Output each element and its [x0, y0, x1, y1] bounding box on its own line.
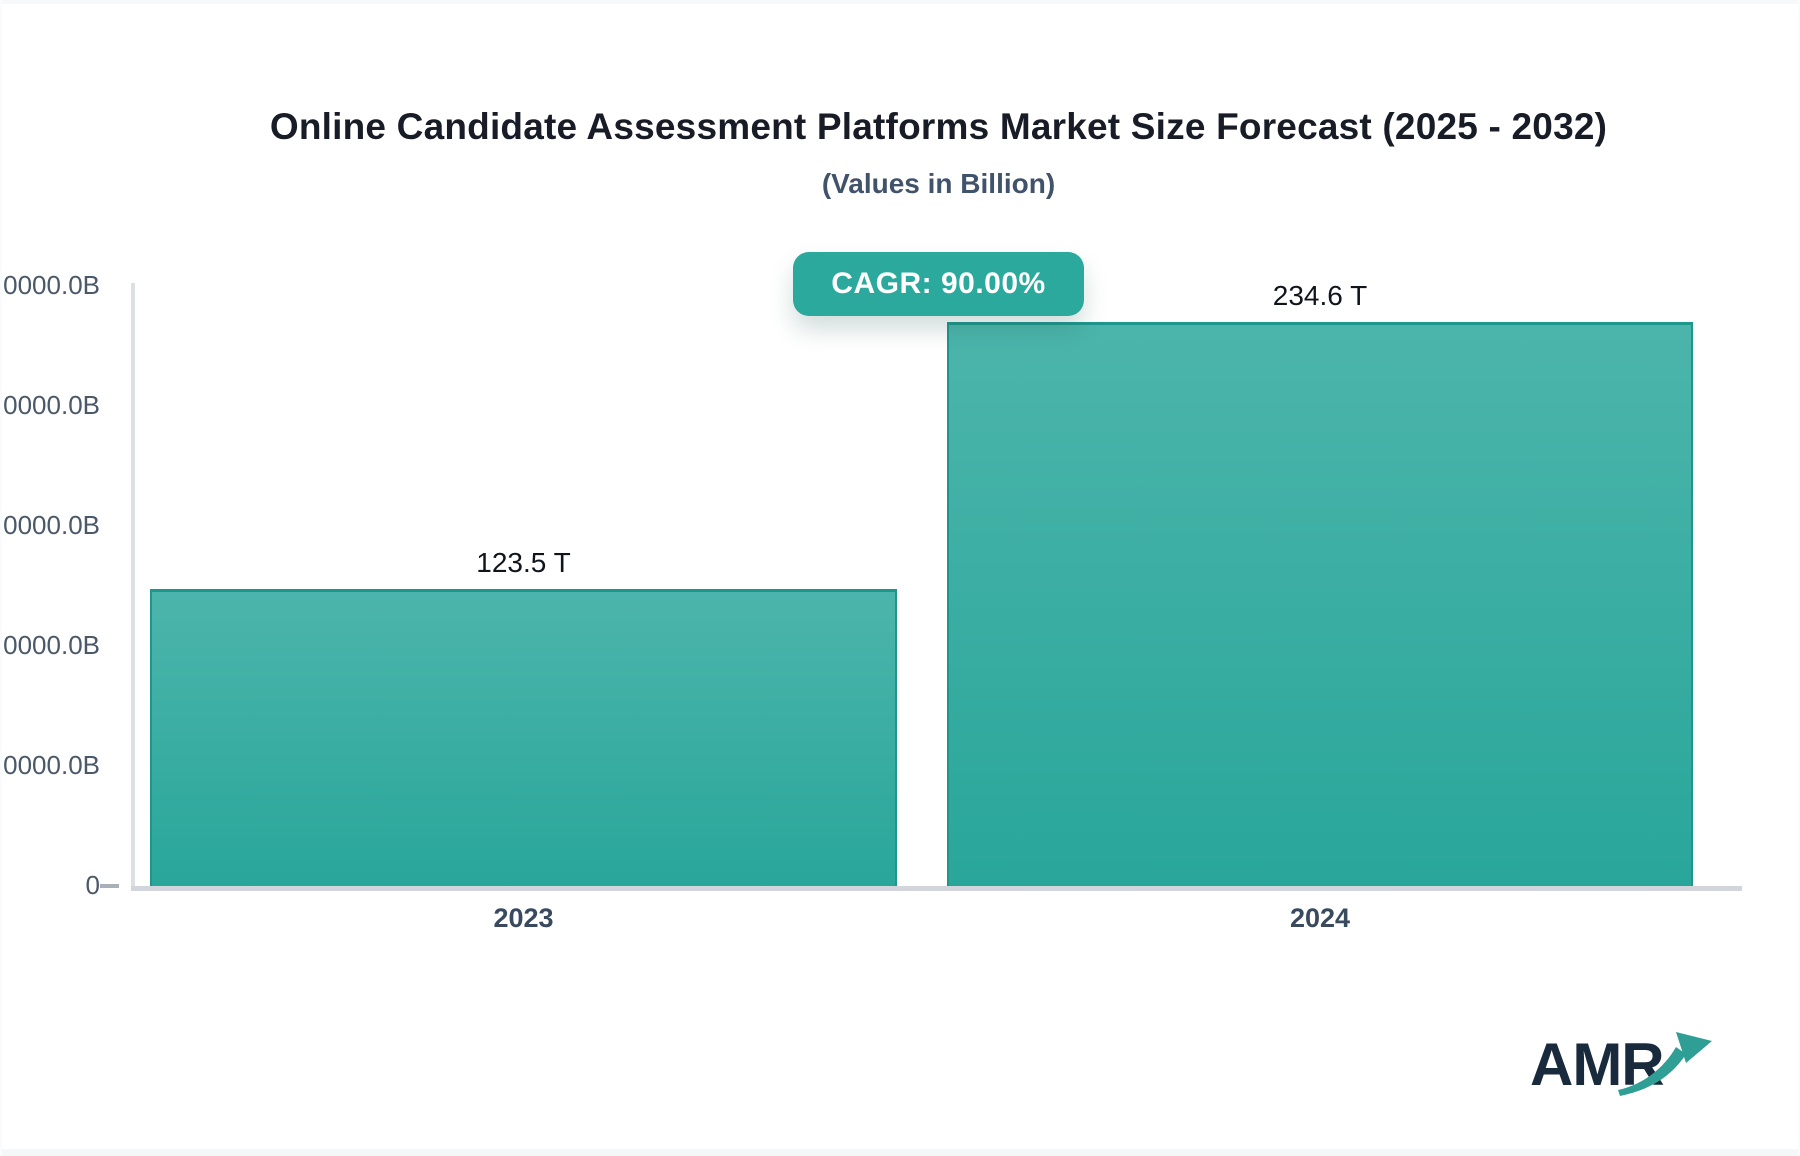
- bar-rect-2024[interactable]: [947, 322, 1693, 886]
- amr-logo: AMR: [1530, 1030, 1740, 1112]
- y-axis-zero-tick: [100, 884, 119, 888]
- card-edge-right: [1798, 0, 1800, 1156]
- bar-value-label-2024: 234.6 T: [1272, 280, 1368, 311]
- bar-rect-2023[interactable]: [150, 589, 897, 886]
- chart-subtitle: (Values in Billion): [821, 168, 1056, 199]
- y-axis-tick-label: 0000.0B: [3, 630, 100, 660]
- chart-title: Online Candidate Assessment Platforms Ma…: [269, 106, 1608, 147]
- y-axis-tick-label: 0: [85, 870, 100, 900]
- bar-value-label-2023: 123.5 T: [476, 547, 571, 578]
- card-edge-top: [0, 0, 1800, 4]
- plot-area: 123.5 T 234.6 T: [135, 280, 1742, 886]
- y-axis-tick-label: 0000.0B: [3, 750, 100, 780]
- y-axis-tick-label: 0000.0B: [3, 510, 100, 540]
- card-edge-bottom: [0, 1149, 1800, 1156]
- y-axis-tick-label: 0000.0B: [3, 270, 100, 300]
- x-axis-line: [131, 886, 1742, 891]
- y-axis-line: [131, 283, 135, 888]
- cagr-badge-row: CAGR: 90.00%: [135, 252, 1742, 316]
- card-edge-left: [0, 0, 2, 1156]
- y-axis-tick-label: 0000.0B: [3, 390, 100, 420]
- bar-2024[interactable]: 234.6 T: [947, 280, 1693, 886]
- bar-2023[interactable]: 123.5 T: [150, 285, 897, 886]
- cagr-badge: CAGR: 90.00%: [793, 252, 1084, 316]
- x-axis-label-2023: 2023: [493, 903, 554, 933]
- x-axis-label-2024: 2024: [1289, 903, 1351, 933]
- growth-arrow-icon: [1618, 1032, 1712, 1096]
